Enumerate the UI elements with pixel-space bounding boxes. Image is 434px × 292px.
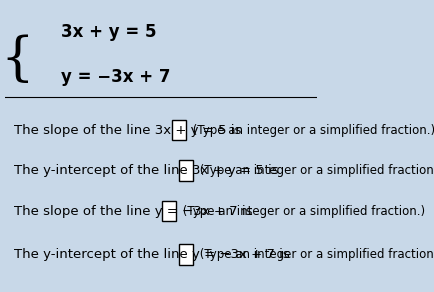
Text: The slope of the line 3x + y = 5 is: The slope of the line 3x + y = 5 is [14, 124, 241, 137]
FancyBboxPatch shape [179, 161, 193, 181]
Text: y = −3x + 7: y = −3x + 7 [61, 67, 171, 86]
Text: The slope of the line y = −3x + 7 is: The slope of the line y = −3x + 7 is [14, 205, 253, 218]
Text: (Type an integer or a simplified fraction.): (Type an integer or a simplified fractio… [196, 164, 434, 177]
FancyBboxPatch shape [179, 244, 193, 265]
Text: The y-intercept of the line 3x + y = 5 is: The y-intercept of the line 3x + y = 5 i… [14, 164, 279, 177]
FancyBboxPatch shape [171, 120, 186, 140]
Text: (Type an integer or a simplified fraction.): (Type an integer or a simplified fractio… [179, 205, 426, 218]
Text: The y-intercept of the line y = −3x + 7 is: The y-intercept of the line y = −3x + 7 … [14, 248, 290, 261]
FancyBboxPatch shape [162, 201, 176, 221]
Text: {: { [0, 34, 34, 85]
Text: (Type an integer or a simplified fraction.): (Type an integer or a simplified fractio… [196, 248, 434, 261]
Text: (Type an integer or a simplified fraction.): (Type an integer or a simplified fractio… [189, 124, 434, 137]
Text: 3x + y = 5: 3x + y = 5 [61, 23, 156, 41]
